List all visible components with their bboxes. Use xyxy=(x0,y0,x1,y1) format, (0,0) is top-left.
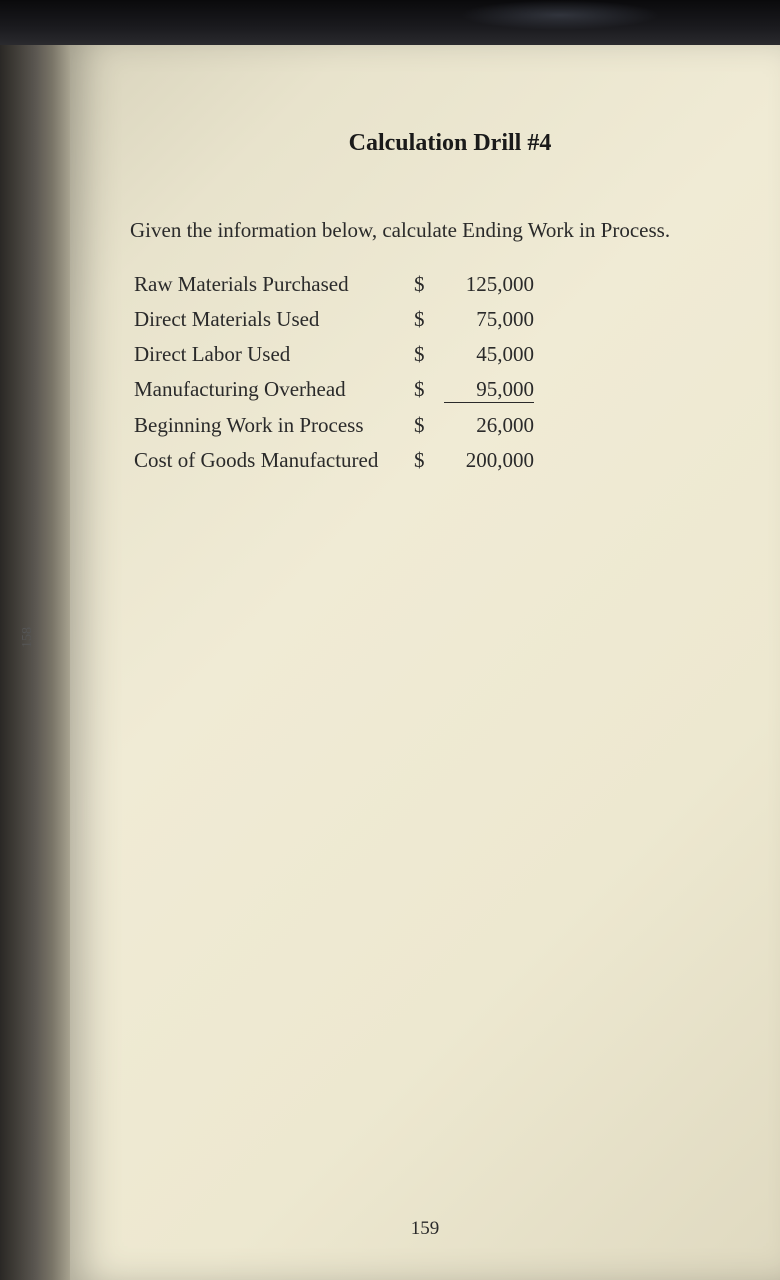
dollar-sign: $ xyxy=(414,342,444,367)
row-amount: 95,000 xyxy=(444,377,534,403)
book-spine xyxy=(0,40,70,1280)
row-amount: 75,000 xyxy=(444,307,534,332)
photo-highlight xyxy=(460,0,660,30)
table-row: Cost of Goods Manufactured $ 200,000 xyxy=(134,448,730,473)
table-row: Direct Labor Used $ 45,000 xyxy=(134,342,730,367)
table-row: Manufacturing Overhead $ 95,000 xyxy=(134,377,730,403)
data-table: Raw Materials Purchased $ 125,000 Direct… xyxy=(134,272,730,473)
table-row: Raw Materials Purchased $ 125,000 xyxy=(134,272,730,297)
row-amount: 125,000 xyxy=(444,272,534,297)
row-label: Raw Materials Purchased xyxy=(134,272,414,297)
dollar-sign: $ xyxy=(414,413,444,438)
row-label: Direct Labor Used xyxy=(134,342,414,367)
page-title: Calculation Drill #4 xyxy=(170,130,730,157)
page-number: 159 xyxy=(411,1218,440,1240)
row-amount: 200,000 xyxy=(444,448,534,473)
dollar-sign: $ xyxy=(414,448,444,473)
table-row: Beginning Work in Process $ 26,000 xyxy=(134,413,730,438)
dollar-sign: $ xyxy=(414,272,444,297)
row-label: Manufacturing Overhead xyxy=(134,377,414,402)
row-amount: 45,000 xyxy=(444,342,534,367)
row-label: Direct Materials Used xyxy=(134,307,414,332)
dollar-sign: $ xyxy=(414,377,444,402)
instruction-text: Given the information below, calculate E… xyxy=(130,217,730,244)
facing-page-number: 158 xyxy=(20,627,36,648)
photo-dark-edge xyxy=(0,0,780,45)
row-amount: 26,000 xyxy=(444,413,534,438)
row-label: Cost of Goods Manufactured xyxy=(134,448,414,473)
dollar-sign: $ xyxy=(414,307,444,332)
row-label: Beginning Work in Process xyxy=(134,413,414,438)
book-page: Calculation Drill #4 Given the informati… xyxy=(70,40,780,1280)
table-row: Direct Materials Used $ 75,000 xyxy=(134,307,730,332)
